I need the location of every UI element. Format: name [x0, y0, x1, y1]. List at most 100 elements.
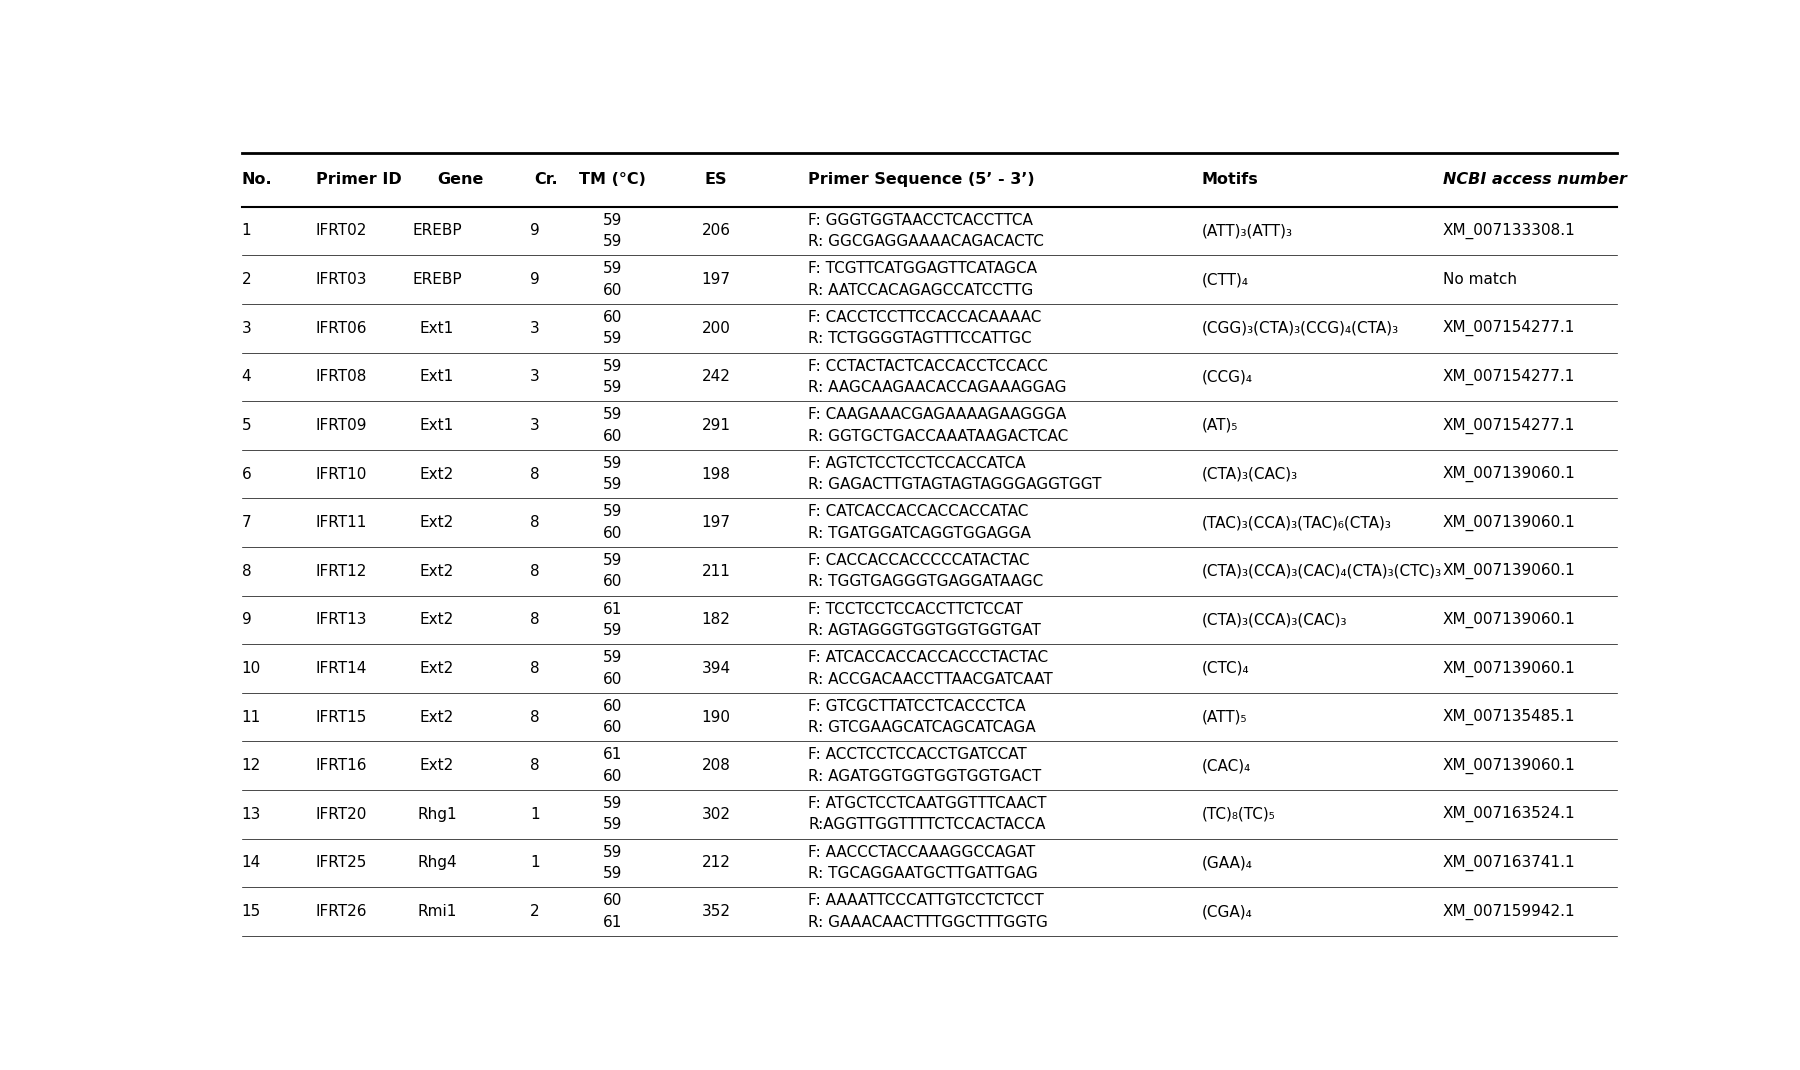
Text: 212: 212 [702, 855, 731, 870]
Text: No.: No. [241, 172, 272, 187]
Text: XM_007139060.1: XM_007139060.1 [1444, 612, 1575, 628]
Text: 6: 6 [241, 467, 252, 482]
Text: (CCG)₄: (CCG)₄ [1202, 369, 1253, 384]
Text: F: ACCTCCTCCACCTGATCCAT: F: ACCTCCTCCACCTGATCCAT [808, 748, 1026, 763]
Text: 59: 59 [603, 477, 623, 492]
Text: R: ACCGACAACCTTAACGATCAAT: R: ACCGACAACCTTAACGATCAAT [808, 672, 1053, 687]
Text: F: GTCGCTTATCCTCACCCTCA: F: GTCGCTTATCCTCACCCTCA [808, 699, 1026, 714]
Text: Ext2: Ext2 [419, 661, 454, 676]
Text: Ext1: Ext1 [419, 418, 454, 433]
Text: No match: No match [1444, 272, 1517, 287]
Text: (GAA)₄: (GAA)₄ [1202, 855, 1253, 870]
Text: (CTA)₃(CAC)₃: (CTA)₃(CAC)₃ [1202, 467, 1298, 482]
Text: (CTA)₃(CCA)₃(CAC)₄(CTA)₃(CTC)₃: (CTA)₃(CCA)₃(CAC)₄(CTA)₃(CTC)₃ [1202, 564, 1442, 579]
Text: Primer Sequence (5’ - 3’): Primer Sequence (5’ - 3’) [808, 172, 1035, 187]
Text: (ATT)₅: (ATT)₅ [1202, 709, 1247, 724]
Text: 9: 9 [529, 224, 540, 239]
Text: R: TGGTGAGGGTGAGGATAAGC: R: TGGTGAGGGTGAGGATAAGC [808, 575, 1044, 590]
Text: 8: 8 [529, 759, 540, 774]
Text: 352: 352 [702, 904, 731, 919]
Text: 60: 60 [603, 429, 623, 444]
Text: 3: 3 [529, 321, 540, 336]
Text: 59: 59 [603, 553, 623, 568]
Text: 3: 3 [241, 321, 252, 336]
Text: Ext2: Ext2 [419, 467, 454, 482]
Text: 211: 211 [702, 564, 731, 579]
Text: IFRT02: IFRT02 [315, 224, 367, 239]
Text: (CGG)₃(CTA)₃(CCG)₄(CTA)₃: (CGG)₃(CTA)₃(CCG)₄(CTA)₃ [1202, 321, 1399, 336]
Text: 12: 12 [241, 759, 261, 774]
Text: R: TCTGGGGTAGTTTCCATTGC: R: TCTGGGGTAGTTTCCATTGC [808, 332, 1031, 347]
Text: 1: 1 [529, 807, 540, 822]
Text: F: AAAATTCCCATTGTCCTCTCCT: F: AAAATTCCCATTGTCCTCTCCT [808, 893, 1044, 908]
Text: 197: 197 [702, 515, 731, 530]
Text: 15: 15 [241, 904, 261, 919]
Text: ES: ES [706, 172, 727, 187]
Text: (CTT)₄: (CTT)₄ [1202, 272, 1249, 287]
Text: 190: 190 [702, 709, 731, 724]
Text: (AT)₅: (AT)₅ [1202, 418, 1238, 433]
Text: 197: 197 [702, 272, 731, 287]
Text: 60: 60 [603, 575, 623, 590]
Text: EREBP: EREBP [412, 224, 463, 239]
Text: 60: 60 [603, 282, 623, 297]
Text: Ext2: Ext2 [419, 515, 454, 530]
Text: Gene: Gene [437, 172, 484, 187]
Text: 59: 59 [603, 844, 623, 859]
Text: 302: 302 [702, 807, 731, 822]
Text: R: AGTAGGGTGGTGGTGGTGAT: R: AGTAGGGTGGTGGTGGTGAT [808, 623, 1040, 638]
Text: 3: 3 [529, 418, 540, 433]
Text: 198: 198 [702, 467, 731, 482]
Text: F: CACCACCACCCCCATACTAC: F: CACCACCACCCCCATACTAC [808, 553, 1030, 568]
Text: IFRT14: IFRT14 [315, 661, 367, 676]
Text: 59: 59 [603, 234, 623, 249]
Text: IFRT12: IFRT12 [315, 564, 367, 579]
Text: F: CACCTCCTTCCACCACAAAAC: F: CACCTCCTTCCACCACAAAAC [808, 310, 1042, 325]
Text: IFRT16: IFRT16 [315, 759, 367, 774]
Text: TM (°C): TM (°C) [580, 172, 646, 187]
Text: 59: 59 [603, 796, 623, 811]
Text: 60: 60 [603, 310, 623, 325]
Text: 59: 59 [603, 504, 623, 519]
Text: F: GGGTGGTAACCTCACCTTCA: F: GGGTGGTAACCTCACCTTCA [808, 213, 1033, 228]
Text: 59: 59 [603, 866, 623, 881]
Text: XM_007139060.1: XM_007139060.1 [1444, 660, 1575, 676]
Text: F: TCGTTCATGGAGTTCATAGCA: F: TCGTTCATGGAGTTCATAGCA [808, 261, 1037, 276]
Text: 60: 60 [603, 769, 623, 784]
Text: R: GAGACTTGTAGTAGTAGGGAGGTGGT: R: GAGACTTGTAGTAGTAGGGAGGTGGT [808, 477, 1102, 492]
Text: 59: 59 [603, 651, 623, 666]
Text: 208: 208 [702, 759, 731, 774]
Text: (CAC)₄: (CAC)₄ [1202, 759, 1251, 774]
Text: Ext1: Ext1 [419, 321, 454, 336]
Text: 59: 59 [603, 623, 623, 638]
Text: F: TCCTCCTCCACCTTCTCCAT: F: TCCTCCTCCACCTTCTCCAT [808, 601, 1022, 616]
Text: (TC)₈(TC)₅: (TC)₈(TC)₅ [1202, 807, 1274, 822]
Text: 8: 8 [529, 709, 540, 724]
Text: R: GAAACAACTTTGGCTTTGGTG: R: GAAACAACTTTGGCTTTGGTG [808, 915, 1048, 930]
Text: Primer ID: Primer ID [315, 172, 401, 187]
Text: Ext2: Ext2 [419, 612, 454, 627]
Text: 60: 60 [603, 672, 623, 687]
Text: R: AATCCACAGAGCCATCCTTG: R: AATCCACAGAGCCATCCTTG [808, 282, 1033, 297]
Text: 61: 61 [603, 748, 623, 763]
Text: 8: 8 [529, 612, 540, 627]
Text: 10: 10 [241, 661, 261, 676]
Text: 59: 59 [603, 817, 623, 832]
Text: 59: 59 [603, 213, 623, 228]
Text: 8: 8 [529, 564, 540, 579]
Text: NCBI access number: NCBI access number [1444, 172, 1627, 187]
Text: (CGA)₄: (CGA)₄ [1202, 904, 1253, 919]
Text: F: AGTCTCCTCCTCCACCATCA: F: AGTCTCCTCCTCCACCATCA [808, 456, 1026, 471]
Text: 9: 9 [241, 612, 252, 627]
Text: R: AGATGGTGGTGGTGGTGACT: R: AGATGGTGGTGGTGGTGACT [808, 769, 1042, 784]
Text: R:AGGTTGGTTTTCTCCACTACCA: R:AGGTTGGTTTTCTCCACTACCA [808, 817, 1046, 832]
Text: 1: 1 [241, 224, 252, 239]
Text: EREBP: EREBP [412, 272, 463, 287]
Text: Rmi1: Rmi1 [418, 904, 457, 919]
Text: IFRT11: IFRT11 [315, 515, 367, 530]
Text: XM_007133308.1: XM_007133308.1 [1444, 223, 1575, 239]
Text: (CTC)₄: (CTC)₄ [1202, 661, 1249, 676]
Text: R: GGTGCTGACCAAATAAGACTCAC: R: GGTGCTGACCAAATAAGACTCAC [808, 429, 1069, 444]
Text: 59: 59 [603, 358, 623, 373]
Text: 1: 1 [529, 855, 540, 870]
